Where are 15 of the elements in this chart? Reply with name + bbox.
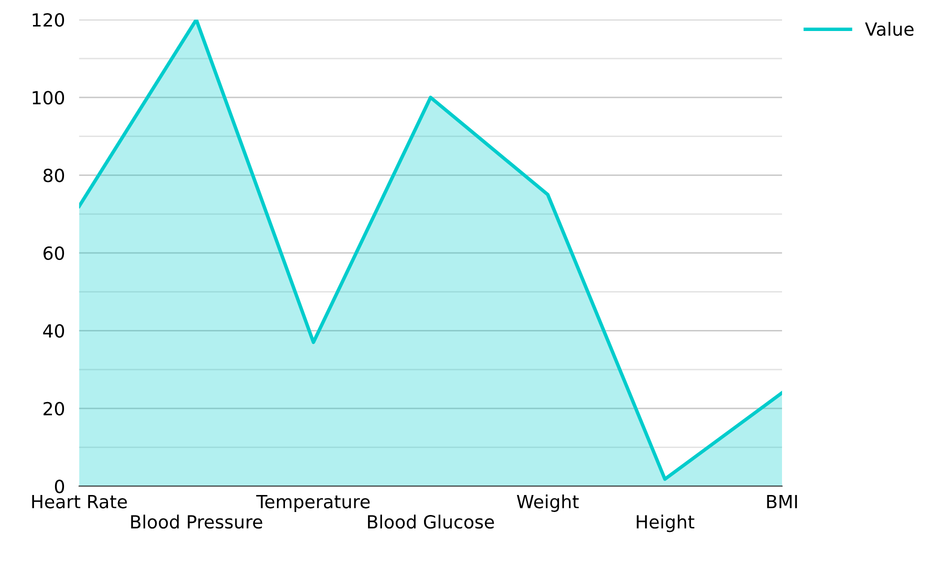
y-tick-label: 100 bbox=[32, 90, 64, 105]
y-tick-label: 0 bbox=[54, 480, 64, 494]
x-tick-label: Blood Glucose bbox=[368, 514, 494, 529]
x-tick-label: Heart Rate bbox=[32, 495, 127, 508]
x-tick-label: Height bbox=[636, 514, 694, 532]
x-tick-label: Blood Pressure bbox=[131, 514, 262, 529]
legend-label: Value bbox=[865, 22, 914, 36]
y-tick-label: 80 bbox=[43, 168, 64, 182]
y-tick-label: 40 bbox=[43, 324, 64, 338]
y-tick-label: 20 bbox=[44, 402, 64, 416]
x-tick-label: BMI bbox=[767, 495, 797, 508]
x-tick-label: Weight bbox=[516, 494, 579, 512]
x-tick-label: Temperature bbox=[256, 495, 370, 512]
y-tick-label: 120 bbox=[32, 13, 64, 27]
y-tick-label: 60 bbox=[44, 246, 64, 260]
